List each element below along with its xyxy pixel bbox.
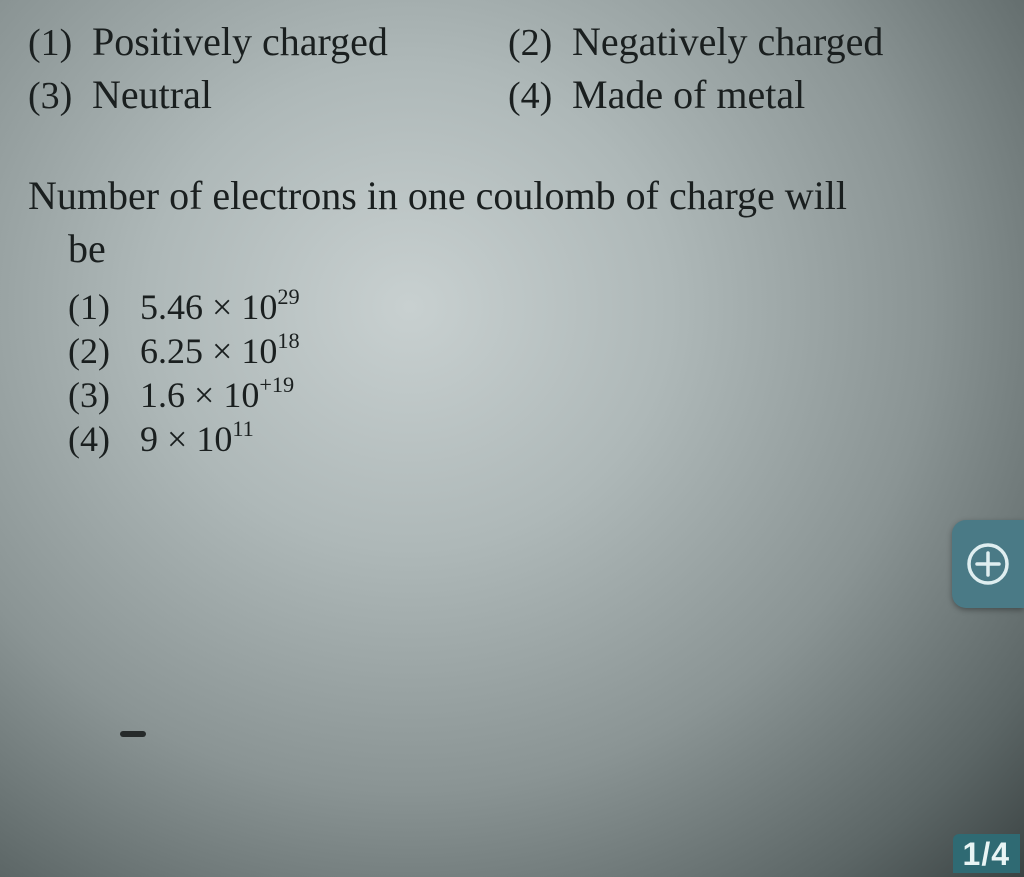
plus-icon [965,541,1011,587]
answer-list: (1) 5.46 × 1029 (2) 6.25 × 1018 (3) 1.6 … [28,286,996,460]
prev-options-row-2: (3) Neutral (4) Made of metal [28,71,996,124]
prev-option-3: (3) Neutral [28,71,498,118]
coef: 6.25 [140,331,203,371]
answer-option-4: (4) 9 × 1011 [68,418,996,460]
option-value: 6.25 × 1018 [140,330,300,372]
option-number: (3) [68,374,140,416]
times-symbol: × [194,375,223,415]
exponent: 29 [277,284,299,309]
page-indicator: 1/4 [953,834,1020,873]
exponent: 11 [232,416,253,441]
add-button[interactable] [952,520,1024,608]
page-content: (1) Positively charged (2) Negatively ch… [0,0,1024,460]
coef: 5.46 [140,287,203,327]
prev-option-2: (2) Negatively charged [508,18,883,65]
option-number: (1) [68,286,140,328]
coef: 9 [140,419,158,459]
option-text: Made of metal [572,71,805,118]
prev-option-1: (1) Positively charged [28,18,498,65]
option-number: (2) [68,330,140,372]
option-value: 9 × 1011 [140,418,254,460]
exponent: 18 [277,328,299,353]
option-text: Positively charged [92,18,388,65]
option-text: Negatively charged [572,18,883,65]
answer-option-1: (1) 5.46 × 1029 [68,286,996,328]
stray-mark [120,731,146,737]
answer-option-3: (3) 1.6 × 10+19 [68,374,996,416]
option-text: Neutral [92,71,212,118]
option-value: 5.46 × 1029 [140,286,300,328]
exponent: +19 [259,372,294,397]
question-line-2: be [28,226,106,271]
option-number: (3) [28,74,92,118]
option-number: (2) [508,21,572,65]
coef: 1.6 [140,375,185,415]
times-symbol: × [167,419,196,459]
question-line-1: Number of electrons in one coulomb of ch… [28,173,847,218]
prev-option-4: (4) Made of metal [508,71,805,118]
option-number: (4) [68,418,140,460]
option-value: 1.6 × 10+19 [140,374,294,416]
prev-options-row-1: (1) Positively charged (2) Negatively ch… [28,18,996,71]
option-number: (4) [508,74,572,118]
times-symbol: × [212,287,241,327]
times-symbol: × [212,331,241,371]
option-number: (1) [28,21,92,65]
question-text: Number of electrons in one coulomb of ch… [28,170,988,276]
answer-option-2: (2) 6.25 × 1018 [68,330,996,372]
